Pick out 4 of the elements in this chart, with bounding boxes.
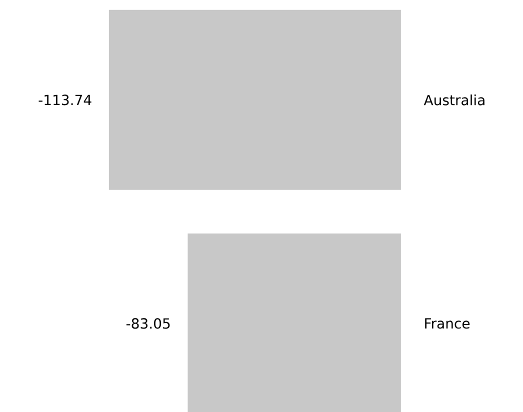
y-tick-label: France — [425, 318, 470, 329]
data-label: -83.05 — [126, 318, 170, 329]
data-label: -113.74 — [38, 94, 92, 106]
y-tick-label: Australia — [424, 94, 484, 106]
